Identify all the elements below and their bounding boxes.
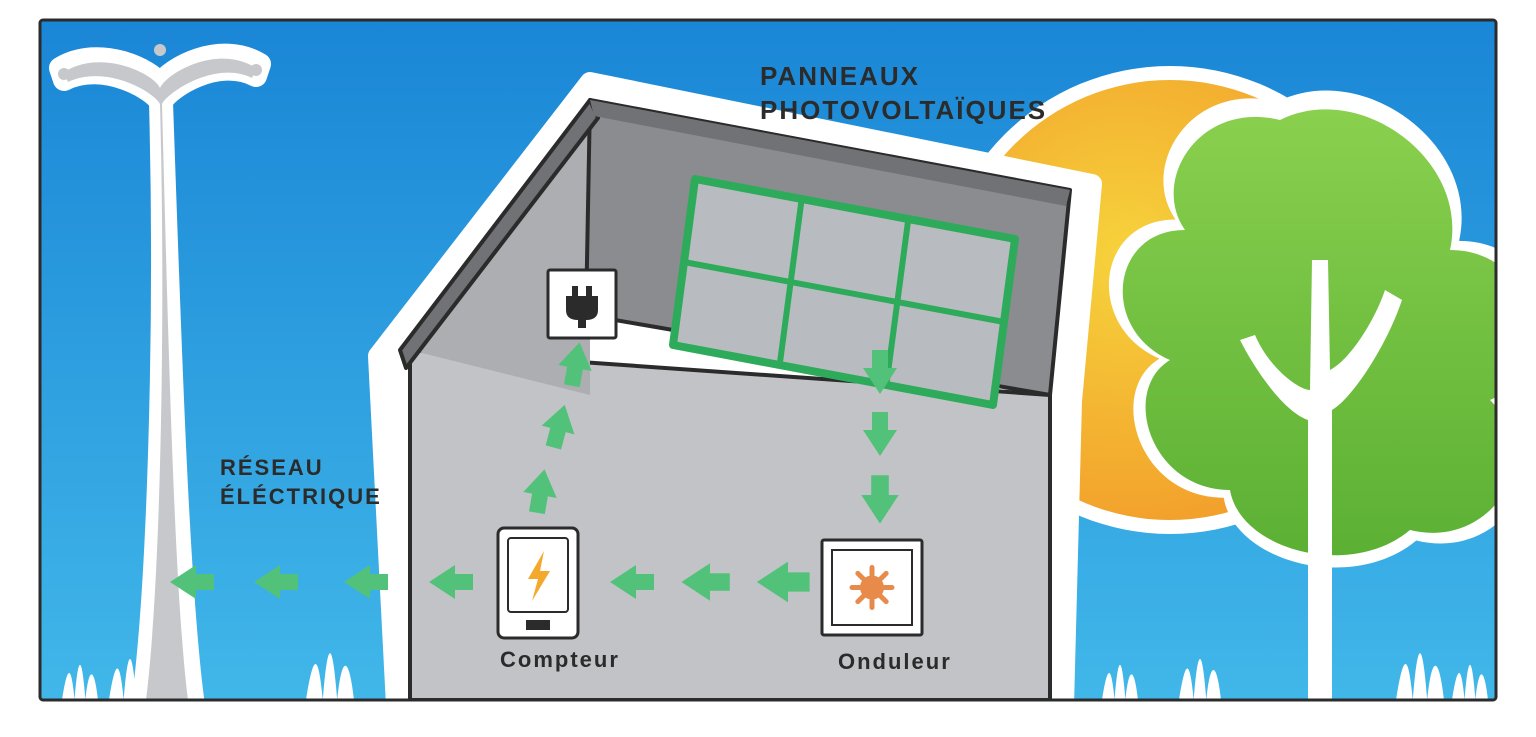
label-grid-line2: ÉLÉCTRIQUE: [220, 484, 382, 509]
diagram-stage: PANNEAUX PHOTOVOLTAÏQUES RÉSEAU ÉLÉCTRIQ…: [0, 0, 1536, 737]
inverter-sun-icon: [852, 568, 892, 608]
label-grid: RÉSEAU ÉLÉCTRIQUE: [220, 454, 382, 511]
label-inverter: Onduleur: [838, 648, 952, 677]
plug-box: [548, 270, 616, 338]
meter-box: [498, 528, 578, 638]
inverter-box: [822, 540, 922, 635]
label-grid-line1: RÉSEAU: [220, 455, 324, 480]
label-meter: Compteur: [500, 646, 620, 675]
label-meter-text: Compteur: [500, 647, 620, 672]
label-panels: PANNEAUX PHOTOVOLTAÏQUES: [760, 60, 1047, 128]
label-panels-line1: PANNEAUX: [760, 61, 920, 91]
label-inverter-text: Onduleur: [838, 649, 952, 674]
label-panels-line2: PHOTOVOLTAÏQUES: [760, 95, 1047, 125]
